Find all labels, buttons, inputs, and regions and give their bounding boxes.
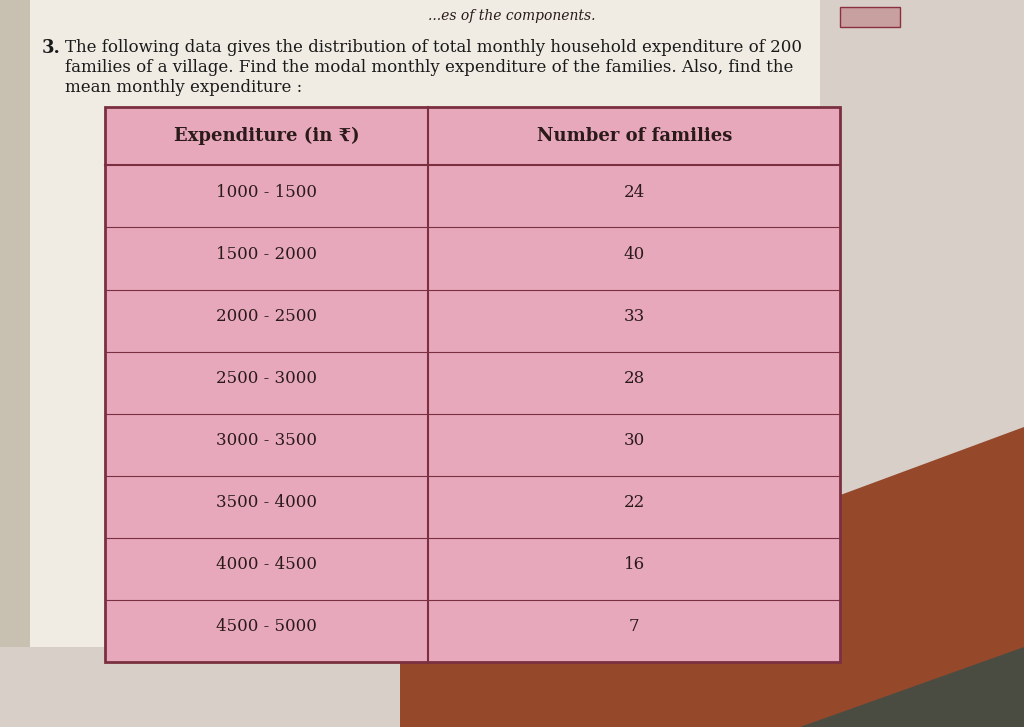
Text: 3000 - 3500: 3000 - 3500	[216, 433, 317, 449]
Text: The following data gives the distribution of total monthly household expenditure: The following data gives the distributio…	[65, 39, 802, 56]
Text: 24: 24	[624, 184, 645, 201]
Text: Number of families: Number of families	[537, 127, 732, 145]
Bar	[105, 107, 840, 662]
Polygon shape	[800, 647, 1024, 727]
Text: 40: 40	[624, 246, 645, 263]
FancyBboxPatch shape	[0, 0, 820, 647]
Text: 1500 - 2000: 1500 - 2000	[216, 246, 317, 263]
Text: 2000 - 2500: 2000 - 2500	[216, 308, 317, 325]
Text: 4500 - 5000: 4500 - 5000	[216, 619, 317, 635]
Text: ...es of the components.: ...es of the components.	[428, 9, 596, 23]
Polygon shape	[400, 427, 1024, 727]
Text: 28: 28	[624, 370, 645, 387]
Text: 22: 22	[624, 494, 645, 511]
Text: 2500 - 3000: 2500 - 3000	[216, 370, 317, 387]
Text: 3500 - 4000: 3500 - 4000	[216, 494, 317, 511]
Text: 3.: 3.	[42, 39, 60, 57]
Bar	[840, 7, 900, 27]
Text: families of a village. Find the modal monthly expenditure of the families. Also,: families of a village. Find the modal mo…	[65, 59, 794, 76]
Text: 33: 33	[624, 308, 645, 325]
Text: 1000 - 1500: 1000 - 1500	[216, 184, 317, 201]
Bar	[0, 0, 30, 647]
Text: 30: 30	[624, 433, 645, 449]
Text: Expenditure (in ₹): Expenditure (in ₹)	[174, 127, 359, 145]
Text: 16: 16	[624, 556, 645, 574]
Text: 7: 7	[629, 619, 640, 635]
Text: mean monthly expenditure :: mean monthly expenditure :	[65, 79, 302, 96]
Text: 4000 - 4500: 4000 - 4500	[216, 556, 317, 574]
